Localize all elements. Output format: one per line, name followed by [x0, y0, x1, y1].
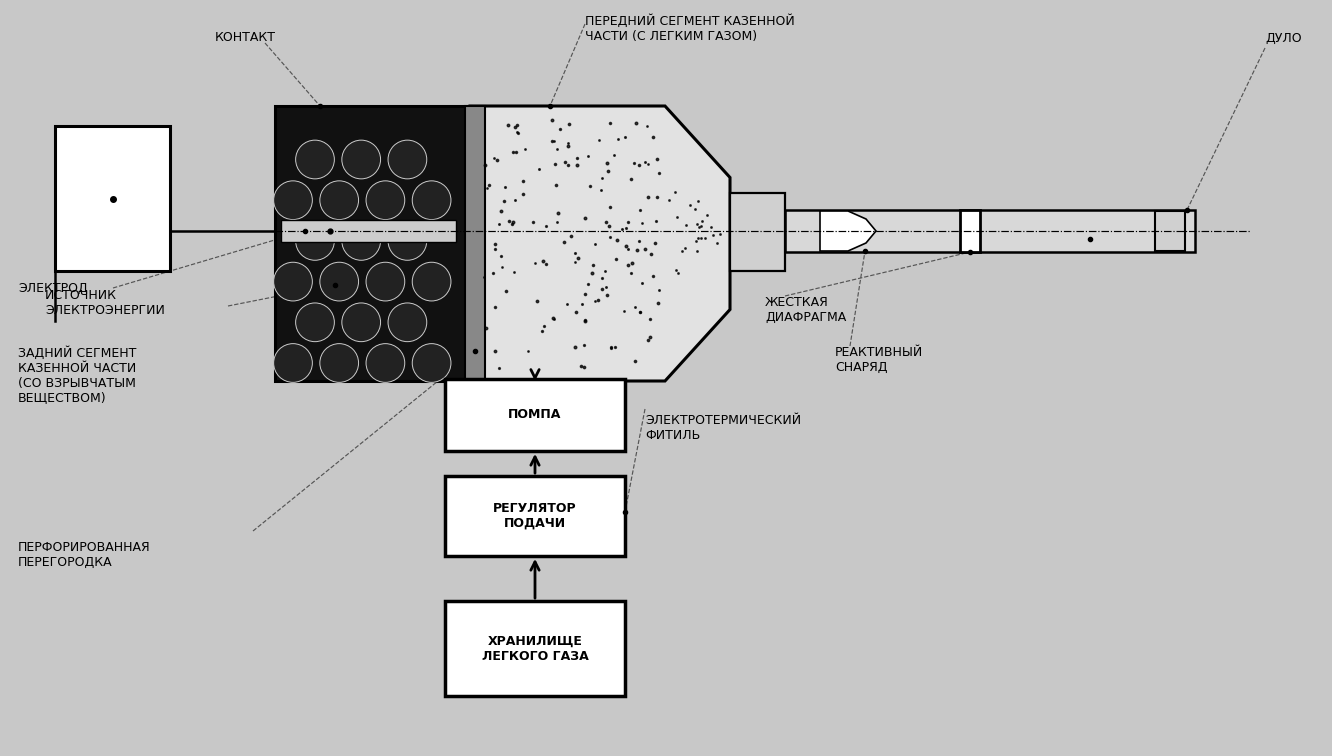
Bar — [1155, 211, 1185, 251]
Text: ПЕРЕДНИЙ СЕГМЕНТ КАЗЕННОЙ
ЧАСТИ (С ЛЕГКИМ ГАЗОМ): ПЕРЕДНИЙ СЕГМЕНТ КАЗЕННОЙ ЧАСТИ (С ЛЕГКИ… — [585, 14, 795, 42]
Text: ПЕРФОРИРОВАННАЯ
ПЕРЕГОРОДКА: ПЕРФОРИРОВАННАЯ ПЕРЕГОРОДКА — [19, 541, 151, 569]
Circle shape — [342, 140, 381, 179]
Text: ЗАДНИЙ СЕГМЕНТ
КАЗЕННОЙ ЧАСТИ
(СО ВЗРЫВЧАТЫМ
ВЕЩЕСТВОМ): ЗАДНИЙ СЕГМЕНТ КАЗЕННОЙ ЧАСТИ (СО ВЗРЫВЧ… — [19, 346, 136, 404]
Circle shape — [412, 181, 452, 219]
Bar — [960, 210, 980, 252]
Circle shape — [320, 344, 358, 383]
Circle shape — [273, 344, 313, 383]
Text: ЭЛЕКТРОТЕРМИЧЕСКИЙ
ФИТИЛЬ: ЭЛЕКТРОТЕРМИЧЕСКИЙ ФИТИЛЬ — [645, 414, 801, 442]
Circle shape — [296, 140, 334, 179]
Bar — [274, 106, 470, 381]
Circle shape — [412, 344, 452, 383]
Circle shape — [366, 181, 405, 219]
Text: ЭЛЕКТРОД: ЭЛЕКТРОД — [19, 281, 88, 295]
Bar — [55, 126, 170, 271]
Polygon shape — [470, 106, 730, 381]
Circle shape — [296, 222, 334, 260]
Circle shape — [366, 344, 405, 383]
Circle shape — [388, 140, 426, 179]
Circle shape — [388, 303, 426, 342]
Circle shape — [342, 222, 381, 260]
Bar — [445, 476, 625, 556]
Text: ДУЛО: ДУЛО — [1265, 32, 1301, 45]
Bar — [445, 379, 625, 451]
Bar — [281, 220, 456, 242]
Text: ИСТОЧНИК
ЭЛЕКТРОЭНЕРГИИ: ИСТОЧНИК ЭЛЕКТРОЭНЕРГИИ — [45, 289, 165, 317]
Bar — [465, 106, 485, 381]
Circle shape — [273, 262, 313, 301]
Circle shape — [273, 181, 313, 219]
Bar — [445, 601, 625, 696]
Circle shape — [366, 262, 405, 301]
Circle shape — [320, 181, 358, 219]
Text: РЕАКТИВНЫЙ
СНАРЯД: РЕАКТИВНЫЙ СНАРЯД — [835, 346, 923, 374]
Text: РЕГУЛЯТОР
ПОДАЧИ: РЕГУЛЯТОР ПОДАЧИ — [493, 502, 577, 530]
Circle shape — [320, 262, 358, 301]
Text: ЖЕСТКАЯ
ДИАФРАГМА: ЖЕСТКАЯ ДИАФРАГМА — [765, 296, 846, 324]
Text: ХРАНИЛИЩЕ
ЛЕГКОГО ГАЗА: ХРАНИЛИЩЕ ЛЕГКОГО ГАЗА — [482, 634, 589, 662]
Circle shape — [412, 262, 452, 301]
Polygon shape — [821, 211, 876, 251]
Text: ПОМПА: ПОМПА — [509, 408, 562, 422]
Circle shape — [342, 303, 381, 342]
Bar — [785, 210, 1195, 252]
Bar — [730, 193, 785, 271]
Circle shape — [388, 222, 426, 260]
Text: КОНТАКТ: КОНТАКТ — [214, 32, 276, 45]
Circle shape — [296, 303, 334, 342]
